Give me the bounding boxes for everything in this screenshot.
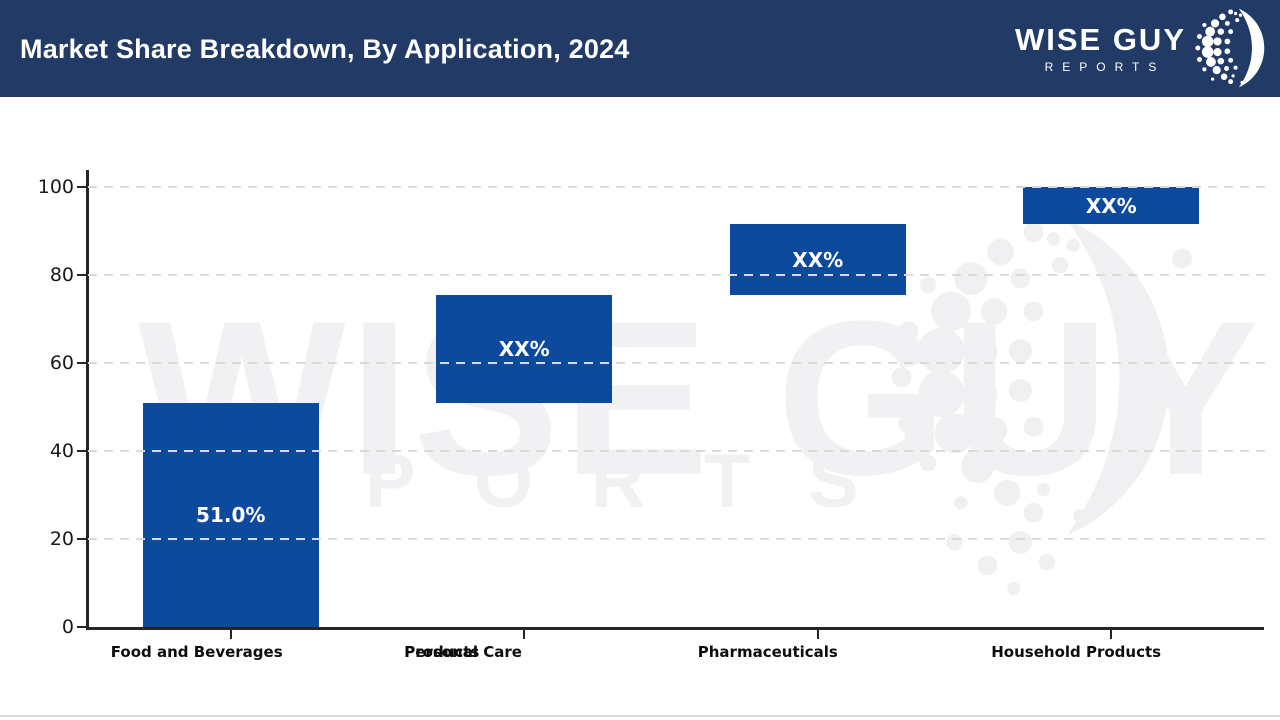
gridline-80 bbox=[88, 274, 1266, 276]
page-title: Market Share Breakdown, By Application, … bbox=[20, 34, 630, 64]
logo-wiseguy-label: WISE GUY bbox=[1014, 22, 1186, 57]
y-tick-label-100: 100 bbox=[37, 176, 74, 198]
category-label-line: Food and Beverages bbox=[110, 643, 283, 661]
bar-value-label-household-products: XX% bbox=[1085, 193, 1137, 218]
x-tick-pharmaceuticals bbox=[816, 630, 819, 639]
y-tick-label-0: 0 bbox=[61, 616, 74, 638]
plot-area: 0 20 40 60 80 100 51.0% Food and Beverages XX% Pe… bbox=[0, 97, 1280, 717]
gridline-40 bbox=[88, 450, 1266, 452]
wise-guy-logo: WISE GUY REPORTS bbox=[1015, 6, 1270, 90]
gridline-100 bbox=[88, 186, 1266, 188]
y-tick-60 bbox=[77, 362, 86, 364]
watermark-reports-text: PORTS bbox=[365, 439, 917, 524]
category-label-line: Pharmaceuticals bbox=[697, 643, 838, 661]
logo-reports-label: REPORTS bbox=[1044, 60, 1166, 74]
y-tick-20 bbox=[77, 538, 86, 540]
bar-food-and-beverages bbox=[142, 402, 319, 627]
bar-personal-care-products bbox=[436, 294, 613, 403]
y-axis-line bbox=[86, 170, 89, 630]
logo-face-icon bbox=[1195, 8, 1265, 88]
bar-value-label-food-and-beverages: 51.0% bbox=[196, 502, 266, 527]
y-tick-label-60: 60 bbox=[49, 352, 74, 374]
category-label-line: Household Products bbox=[991, 643, 1162, 661]
y-tick-40 bbox=[77, 450, 86, 452]
y-tick-80 bbox=[77, 274, 86, 276]
category-label-line: Personal Care bbox=[404, 643, 522, 661]
bar-household-products bbox=[1023, 187, 1200, 225]
bar-pharmaceuticals bbox=[729, 224, 906, 295]
bar-value-label-personal-care-products: XX% bbox=[498, 336, 550, 361]
watermark-wiseguy-text: WISE GUY bbox=[138, 275, 1263, 521]
x-tick-food-and-beverages bbox=[229, 630, 232, 639]
logo-text: WISE GUY REPORTS bbox=[1015, 22, 1186, 74]
y-tick-label-80: 80 bbox=[49, 264, 74, 286]
gridline-20 bbox=[88, 538, 1266, 540]
bar-value-label-pharmaceuticals: XX% bbox=[792, 247, 844, 272]
category-label-line: Products bbox=[404, 643, 480, 661]
x-tick-personal-care-products bbox=[523, 630, 526, 639]
x-axis-line bbox=[86, 627, 1264, 630]
watermark-face-icon bbox=[891, 218, 1192, 596]
x-tick-household-products bbox=[1110, 630, 1113, 639]
y-tick-label-40: 40 bbox=[49, 440, 74, 462]
y-tick-label-20: 20 bbox=[49, 528, 74, 550]
y-tick-100 bbox=[77, 186, 86, 188]
gridline-60 bbox=[88, 362, 1266, 364]
y-tick-0 bbox=[77, 626, 86, 628]
header-bar: Market Share Breakdown, By Application, … bbox=[0, 0, 1280, 97]
bottom-border bbox=[0, 715, 1280, 717]
